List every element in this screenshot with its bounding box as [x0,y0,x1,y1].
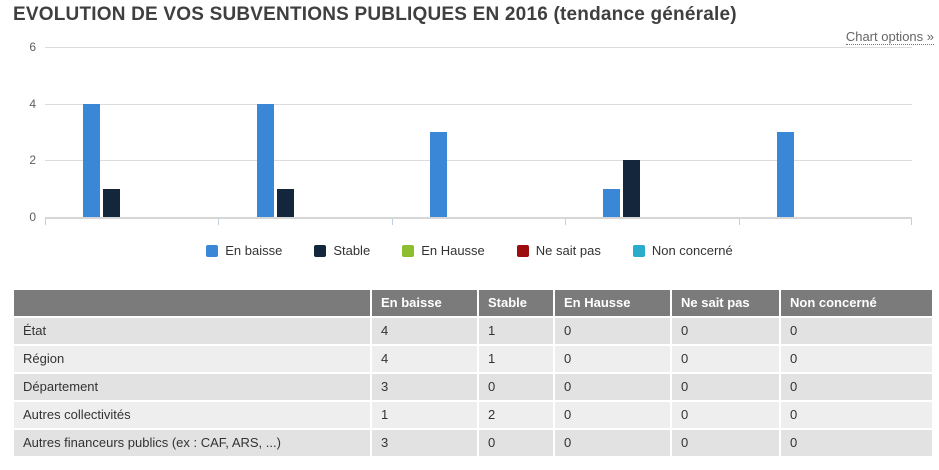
bar-stable-etat[interactable] [103,188,121,217]
bar-en-baisse-departement[interactable] [430,132,447,217]
table-header-row: En baisse Stable En Hausse Ne sait pas Non c… [14,290,932,316]
bar-en-baisse-etat[interactable] [83,103,101,217]
legend-item-en-baisse[interactable]: En baisse [206,243,282,258]
legend-label: En Hausse [421,243,485,258]
bar-en-baisse-autres-financeurs-publics-ex-caf-ars[interactable] [776,132,794,217]
y-axis-tick-label: 2 [29,153,36,168]
cell-departement-stable: 0 [479,374,553,400]
legend-item-stable[interactable]: Stable [314,243,370,258]
chart-options-link[interactable]: Chart options » [845,29,934,45]
legend-swatch-en-baisse [206,244,219,257]
cell-autres-collectivites-ne-sait-pas: 0 [672,402,779,428]
row-label: Région [14,346,370,372]
x-axis-tick [738,219,740,225]
legend-label: Ne sait pas [535,243,601,258]
gridline-y-2 [45,160,912,162]
column-header-non-concerne: Non concerné [781,290,932,316]
legend-label: En baisse [225,243,283,258]
x-axis-tick [565,219,567,225]
legend-label: Non concerné [651,243,733,258]
legend-item-en-hausse[interactable]: En Hausse [402,243,485,258]
y-axis-tick-label: 6 [29,40,36,54]
cell-region-en-baisse: 4 [372,346,477,372]
cell-autres-collectivites-stable: 2 [479,402,553,428]
cell-region-stable: 1 [479,346,553,372]
legend-item-non-concerne[interactable]: Non concerné [632,243,733,258]
legend-swatch-ne-sait-pas [516,244,529,257]
bar-stable-autres-collectivites[interactable] [623,160,641,217]
cell-autres-collectivites-non-concerne: 0 [781,402,932,428]
x-axis-tick [218,219,220,225]
bar-en-baisse-region[interactable] [256,103,274,217]
table-corner-header [14,290,370,316]
legend-swatch-stable [314,244,327,257]
legend: En baisse Stable En Hausse Ne sait pas Non c… [0,243,939,258]
cell-etat-en-hausse: 0 [555,318,670,344]
column-header-en-baisse: En baisse [372,290,477,316]
y-axis-tick-label: 4 [29,96,36,111]
cell-departement-en-baisse: 3 [372,374,477,400]
cell-region-non-concerne: 0 [781,346,932,372]
row-label: Autres financeurs publics (ex : CAF, ARS… [14,430,370,456]
legend-swatch-en-hausse [402,244,415,257]
gridline-y-4 [45,103,912,105]
y-axis-tick-label: 0 [29,210,36,224]
table-row-departement: Département 3 0 0 0 0 [14,374,932,400]
gridline-y-6 [45,47,912,48]
cell-autres-collectivites-en-hausse: 0 [555,402,670,428]
table-row-region: Région 4 1 0 0 0 [14,346,932,372]
cell-autres-collectivites-en-baisse: 1 [372,402,477,428]
column-header-stable: Stable [479,290,553,316]
x-axis-tick [45,219,46,225]
row-label: État [14,318,370,344]
page-title: EVOLUTION DE VOS SUBVENTIONS PUBLIQUES E… [13,4,737,25]
x-axis-tick [911,219,912,225]
cell-etat-ne-sait-pas: 0 [672,318,779,344]
cell-autres-financeurs-publics-ex-caf-ars-en-baisse: 3 [372,430,477,456]
cell-etat-stable: 1 [479,318,553,344]
plot-area [45,47,912,219]
cell-etat-non-concerne: 0 [781,318,932,344]
cell-departement-ne-sait-pas: 0 [672,374,779,400]
table-row-autres-collectivites: Autres collectivités 1 2 0 0 0 [14,402,932,428]
row-label: Autres collectivités [14,402,370,428]
legend-label: Stable [333,243,371,258]
bar-en-baisse-autres-collectivites[interactable] [603,188,621,217]
cell-region-ne-sait-pas: 0 [672,346,779,372]
table-row-autres-financeurs-publics-ex-caf-ars: Autres financeurs publics (ex : CAF, ARS… [14,430,932,456]
table-row-etat: État 4 1 0 0 0 [14,318,932,344]
legend-swatch-non-concerne [632,244,645,257]
column-header-ne-sait-pas: Ne sait pas [672,290,779,316]
table-body: État 4 1 0 0 0 Région 4 1 0 0 0 Département 3 0 0 0 0 Autr… [14,318,932,456]
cell-departement-non-concerne: 0 [781,374,932,400]
cell-region-en-hausse: 0 [555,346,670,372]
chart: 0 2 4 6 [29,40,912,225]
row-label: Département [14,374,370,400]
x-axis-tick [391,219,393,225]
cell-autres-financeurs-publics-ex-caf-ars-en-hausse: 0 [555,430,670,456]
table-header: En baisse Stable En Hausse Ne sait pas Non c… [14,290,932,316]
cell-etat-en-baisse: 4 [372,318,477,344]
results-table: En baisse Stable En Hausse Ne sait pas Non c… [12,288,934,458]
bar-stable-region[interactable] [276,188,294,217]
cell-autres-financeurs-publics-ex-caf-ars-ne-sait-pas: 0 [672,430,779,456]
column-header-en-hausse: En Hausse [555,290,670,316]
cell-autres-financeurs-publics-ex-caf-ars-non-concerne: 0 [781,430,932,456]
cell-departement-en-hausse: 0 [555,374,670,400]
legend-item-ne-sait-pas[interactable]: Ne sait pas [516,243,601,258]
cell-autres-financeurs-publics-ex-caf-ars-stable: 0 [479,430,553,456]
